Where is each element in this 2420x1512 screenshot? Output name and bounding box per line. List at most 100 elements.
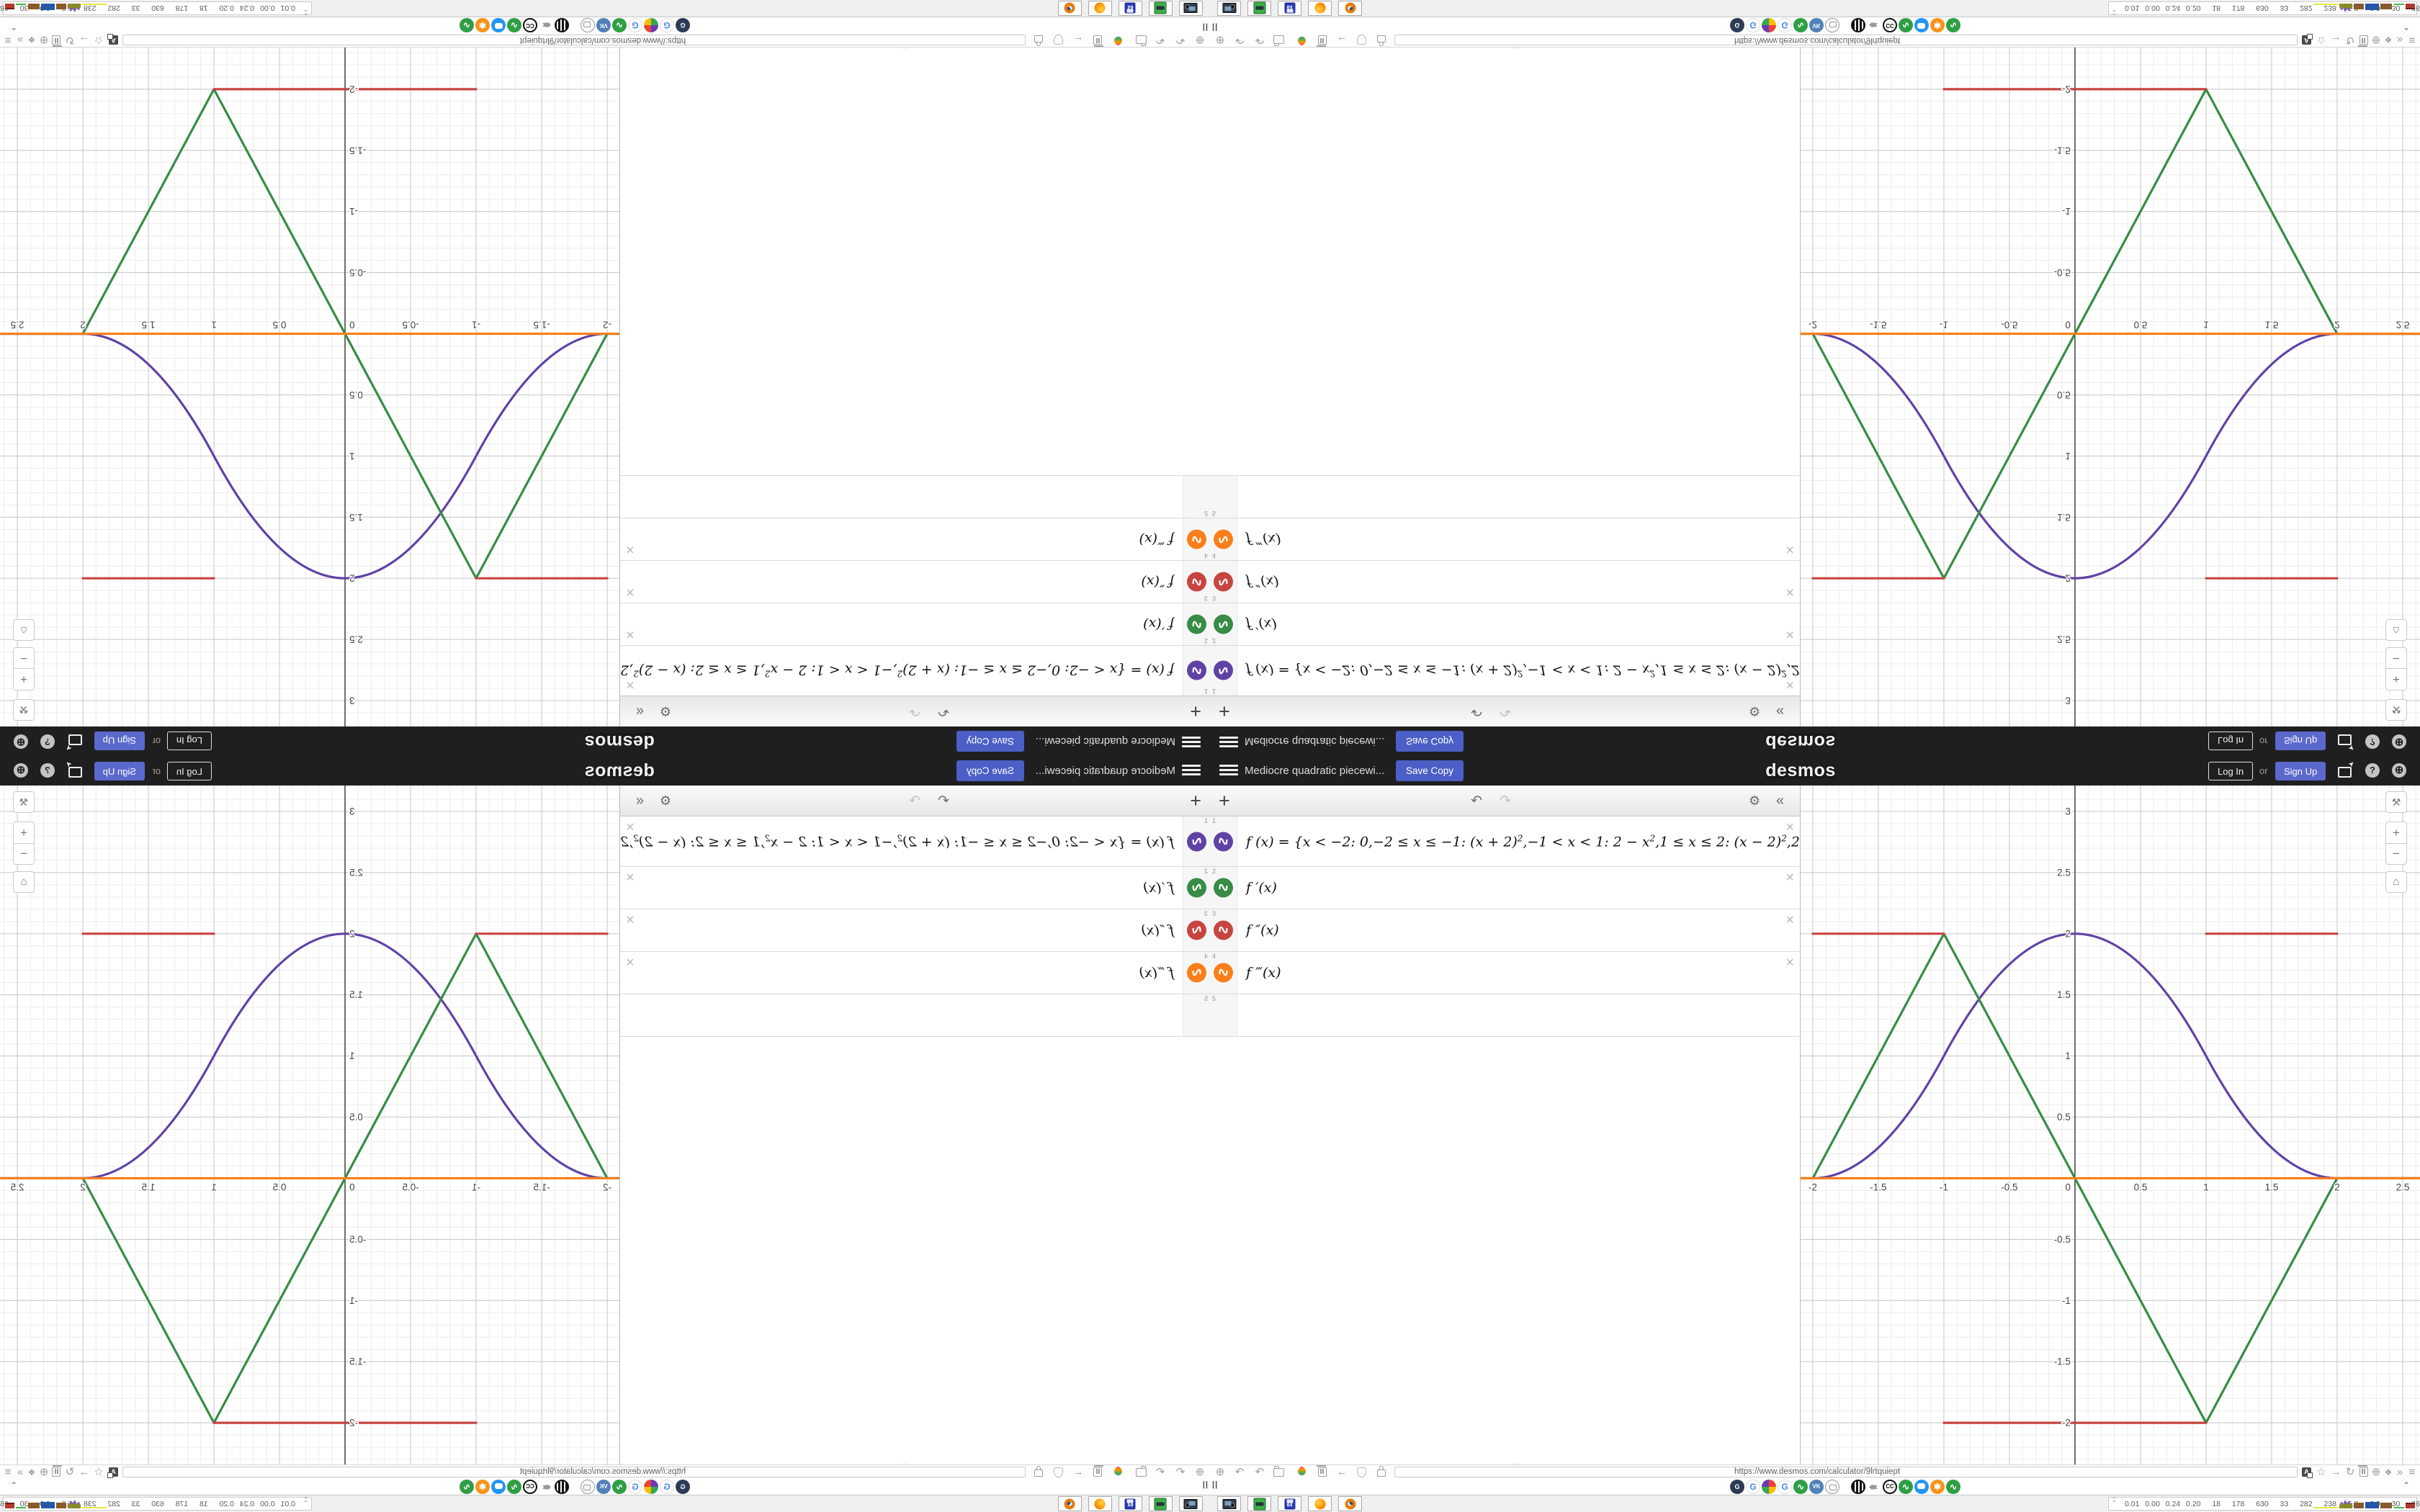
bookmark-google-icon[interactable]: G <box>628 1480 642 1494</box>
expression-color-icon[interactable]: ∿ <box>1214 963 1233 983</box>
edit-list-gear-icon[interactable]: ⚙ <box>1749 793 1761 808</box>
expression-color-icon[interactable]: ∿ <box>1214 920 1233 940</box>
delete-expression-icon[interactable]: × <box>1785 677 1794 693</box>
expression-latex[interactable]: f ‴(x) <box>1139 965 1175 981</box>
lock-icon[interactable] <box>1377 35 1386 42</box>
graph-title[interactable]: Mediocre quadratic piecewi... <box>1245 735 1385 747</box>
forward-arrow-icon[interactable]: → <box>2330 34 2341 46</box>
taskbar-firefox-icon[interactable] <box>1308 1496 1332 1511</box>
taskbar-vice-c64-icon[interactable]: 64 <box>1119 1496 1142 1511</box>
bookmark-google-icon[interactable]: G <box>660 1480 674 1494</box>
expression-row[interactable]: 4 ∿ f ‴(x) × <box>620 518 1210 560</box>
bookmark-vk-icon[interactable]: VK <box>596 18 611 32</box>
collapse-panel-icon[interactable]: « <box>635 703 644 719</box>
expression-color-icon[interactable]: ∿ <box>1187 529 1206 549</box>
share-export-icon[interactable] <box>2338 767 2352 778</box>
bookmark-dark-icon[interactable]: G <box>676 18 690 32</box>
bookmark-fish-icon[interactable] <box>1867 18 1881 32</box>
bookmark-dark-icon[interactable]: G <box>1730 1480 1744 1494</box>
undo-icon[interactable]: ↶ <box>938 703 949 719</box>
history-back-icon[interactable]: ↶ <box>1234 34 1245 46</box>
undo-icon[interactable]: ↶ <box>1471 793 1482 809</box>
edit-list-gear-icon[interactable]: ⚙ <box>659 793 671 808</box>
expression-row[interactable]: 1 ∿ f (x) = {x < −2: 0,−2 ≤ x ≤ −1: (x + 2… <box>1210 645 1854 696</box>
caret-up-icon[interactable]: ⌃ <box>10 22 18 32</box>
taskbar-disk-utility-icon[interactable] <box>1149 1496 1173 1511</box>
history-back-icon[interactable]: ↶ <box>1234 1466 1245 1478</box>
language-globe-icon[interactable]: ⊕ <box>14 763 28 778</box>
url-address-field[interactable]: https://www.desmos.com/calculator/9lrtqu… <box>122 1467 1026 1477</box>
zoom-out-button[interactable]: − <box>2385 647 2407 669</box>
save-copy-button[interactable]: Save Copy <box>956 760 1024 781</box>
sign-up-button[interactable]: Sign Up <box>2275 732 2326 750</box>
expression-row[interactable]: 5 <box>1210 994 1800 1037</box>
bookmark-dark-icon[interactable]: G <box>1730 18 1744 32</box>
bookmark-fish-icon[interactable] <box>539 1480 553 1494</box>
sign-up-button[interactable]: Sign Up <box>94 762 145 780</box>
graph-paper[interactable]: -2 -1.5 -1 -0.5 0 0.5 1 1.5 2 2.5 -2 -1.5 -1 -0.5 0.5 1… <box>1799 786 2420 1464</box>
expression-latex[interactable]: f ″(x) <box>1246 574 1279 590</box>
history-back-icon[interactable]: ↶ <box>1175 34 1186 46</box>
collapse-panel-icon[interactable]: « <box>635 793 644 809</box>
language-globe-icon[interactable]: ⊕ <box>2392 763 2406 778</box>
trash2-icon[interactable] <box>52 35 60 45</box>
redo-icon[interactable]: ↷ <box>1500 793 1511 809</box>
bookmark-google-icon[interactable]: G <box>660 18 674 32</box>
delete-expression-icon[interactable]: × <box>1785 912 1794 928</box>
expression-row[interactable]: 4 ∿ f ‴(x) × <box>1210 952 1800 994</box>
bookmark-desmos-icon[interactable]: ∿ <box>460 18 474 32</box>
bookmark-desmos-icon[interactable]: ∿ <box>1946 18 1960 32</box>
expression-row[interactable]: 5 <box>620 994 1210 1037</box>
expression-latex[interactable]: f ′(x) <box>1246 616 1277 632</box>
expression-latex[interactable]: f ′(x) <box>1143 616 1174 632</box>
caret-up-icon[interactable]: ⌃ <box>10 1480 18 1490</box>
undo-icon[interactable]: ↶ <box>938 793 949 809</box>
taskbar-disk-utility-icon[interactable] <box>1149 1 1173 16</box>
bookmark-trash-icon[interactable] <box>555 18 569 32</box>
save-copy-button[interactable]: Save Copy <box>1396 760 1464 781</box>
delete-expression-icon[interactable]: × <box>1785 626 1794 642</box>
bookmark-desmos-icon[interactable]: ∿ <box>612 18 627 32</box>
taskbar-screenshot-tool-icon[interactable] <box>1217 1 1241 16</box>
lock-icon[interactable] <box>1034 35 1043 42</box>
taskbar-blender-icon[interactable] <box>1058 1 1082 16</box>
url-address-field[interactable]: https://www.desmos.com/calculator/9lrtqu… <box>1394 1467 2298 1477</box>
taskbar-firefox-icon[interactable] <box>1088 1 1112 16</box>
colorful-pin-icon[interactable] <box>1296 35 1308 47</box>
delete-expression-icon[interactable]: × <box>1785 870 1794 886</box>
default-viewport-home-button[interactable]: ⌂ <box>13 871 35 893</box>
default-viewport-home-button[interactable]: ⌂ <box>13 619 35 641</box>
trash-icon[interactable] <box>1317 1465 1327 1477</box>
bookmark-cc-icon[interactable]: CC <box>523 18 537 32</box>
taskbar-vice-c64-icon[interactable]: 64 <box>1119 1 1142 16</box>
network-globe-icon[interactable]: ⊕ <box>1195 1466 1205 1478</box>
history-back2-icon[interactable]: ↶ <box>1255 1466 1265 1478</box>
save-copy-button[interactable]: Save Copy <box>956 731 1024 752</box>
network-globe-icon[interactable]: ⊕ <box>1195 34 1205 46</box>
bookmark-gear-icon[interactable]: ✱ <box>475 1480 490 1494</box>
expression-row[interactable]: 3 ∿ f ″(x) × <box>1210 909 1800 952</box>
sign-up-button[interactable]: Sign Up <box>94 732 145 750</box>
bookmark-gear-icon[interactable]: ✱ <box>1930 1480 1945 1494</box>
taskbar-firefox-icon[interactable] <box>1088 1496 1112 1511</box>
shield-icon[interactable] <box>1054 35 1063 45</box>
tray-expand-icon[interactable]: ⌃ ⌃ <box>303 1496 308 1506</box>
expression-latex[interactable]: f (x) = {x < −2: 0,−2 ≤ x ≤ −1: (x + 2)2… <box>1246 662 1854 680</box>
delete-expression-icon[interactable]: × <box>626 870 635 886</box>
expression-latex[interactable]: f ″(x) <box>1141 922 1174 938</box>
curve-f(x)[interactable] <box>1799 332 2420 580</box>
zoom-in-button[interactable]: + <box>13 822 35 843</box>
expression-latex[interactable]: f ‴(x) <box>1139 531 1175 547</box>
bookmark-desmos-icon[interactable]: ∿ <box>460 1480 474 1494</box>
translate-icon[interactable]: A <box>109 35 118 45</box>
expression-latex[interactable]: f ″(x) <box>1246 922 1279 938</box>
bookmark-desmos-icon[interactable]: ∿ <box>1793 1480 1808 1494</box>
graph-settings-wrench-icon[interactable]: ⚒ <box>2385 699 2407 721</box>
expression-row[interactable]: 1 ∿ f (x) = {x < −2: 0,−2 ≤ x ≤ −1: (x + 2… <box>566 816 1210 867</box>
help-icon[interactable]: ? <box>2365 734 2380 749</box>
delete-expression-icon[interactable]: × <box>1785 584 1794 600</box>
help-icon[interactable]: ? <box>40 763 55 778</box>
curve-f''(x)[interactable] <box>1811 88 2339 580</box>
redo-icon[interactable]: ↷ <box>909 793 920 809</box>
history-back-icon[interactable]: ↶ <box>1175 1466 1186 1478</box>
